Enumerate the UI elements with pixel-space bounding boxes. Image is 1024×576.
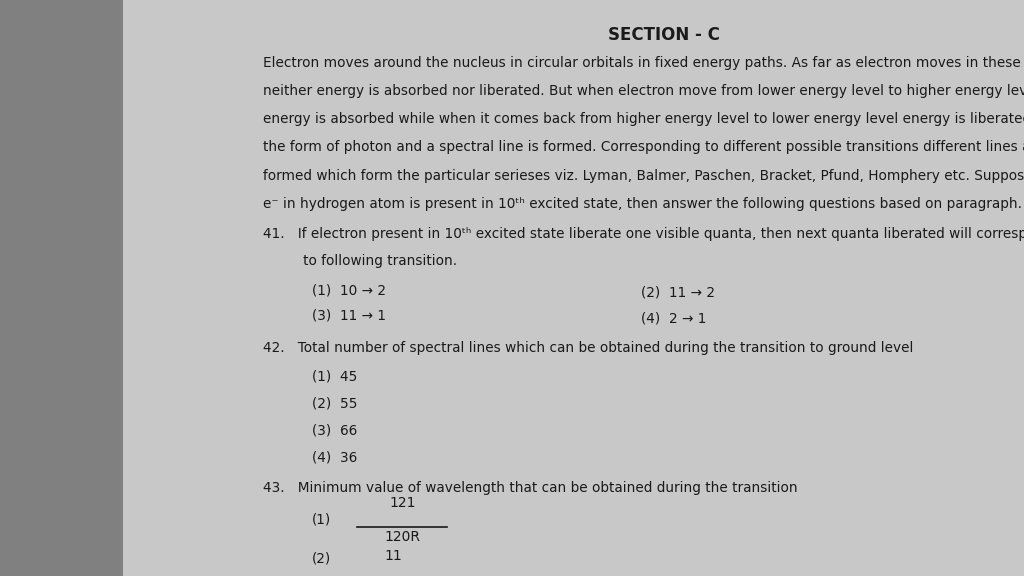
Text: (1)  10 → 2: (1) 10 → 2 — [312, 283, 386, 297]
Text: Electron moves around the nucleus in circular orbitals in fixed energy paths. As: Electron moves around the nucleus in cir… — [262, 56, 1024, 70]
Text: (2)  55: (2) 55 — [312, 396, 357, 410]
Text: 121: 121 — [389, 495, 416, 510]
Text: e⁻ in hydrogen atom is present in 10ᵗʰ excited state, then answer the following : e⁻ in hydrogen atom is present in 10ᵗʰ e… — [262, 197, 1022, 211]
Text: 11: 11 — [384, 549, 402, 563]
Text: (3)  66: (3) 66 — [312, 423, 357, 437]
Text: 41.   If electron present in 10ᵗʰ excited state liberate one visible quanta, the: 41. If electron present in 10ᵗʰ excited … — [262, 227, 1024, 241]
Text: 42.   Total number of spectral lines which can be obtained during the transition: 42. Total number of spectral lines which… — [262, 341, 913, 355]
Text: (4)  2 → 1: (4) 2 → 1 — [641, 312, 707, 325]
Text: 120R: 120R — [384, 530, 420, 544]
Text: (3)  11 → 1: (3) 11 → 1 — [312, 309, 386, 323]
Text: neither energy is absorbed nor liberated. But when electron move from lower ener: neither energy is absorbed nor liberated… — [262, 84, 1024, 98]
Text: (1): (1) — [312, 513, 332, 526]
Text: (4)  36: (4) 36 — [312, 450, 357, 464]
Text: (2): (2) — [312, 552, 332, 566]
Text: to following transition.: to following transition. — [290, 254, 457, 268]
Text: (1)  45: (1) 45 — [312, 369, 357, 383]
Text: formed which form the particular serieses viz. Lyman, Balmer, Paschen, Bracket, : formed which form the particular seriese… — [262, 169, 1024, 183]
Text: the form of photon and a spectral line is formed. Corresponding to different pos: the form of photon and a spectral line i… — [262, 141, 1024, 154]
Text: (2)  11 → 2: (2) 11 → 2 — [641, 286, 715, 300]
Text: energy is absorbed while when it comes back from higher energy level to lower en: energy is absorbed while when it comes b… — [262, 112, 1024, 126]
Text: SECTION - C: SECTION - C — [607, 26, 720, 44]
Text: 43.   Minimum value of wavelength that can be obtained during the transition: 43. Minimum value of wavelength that can… — [262, 482, 797, 495]
